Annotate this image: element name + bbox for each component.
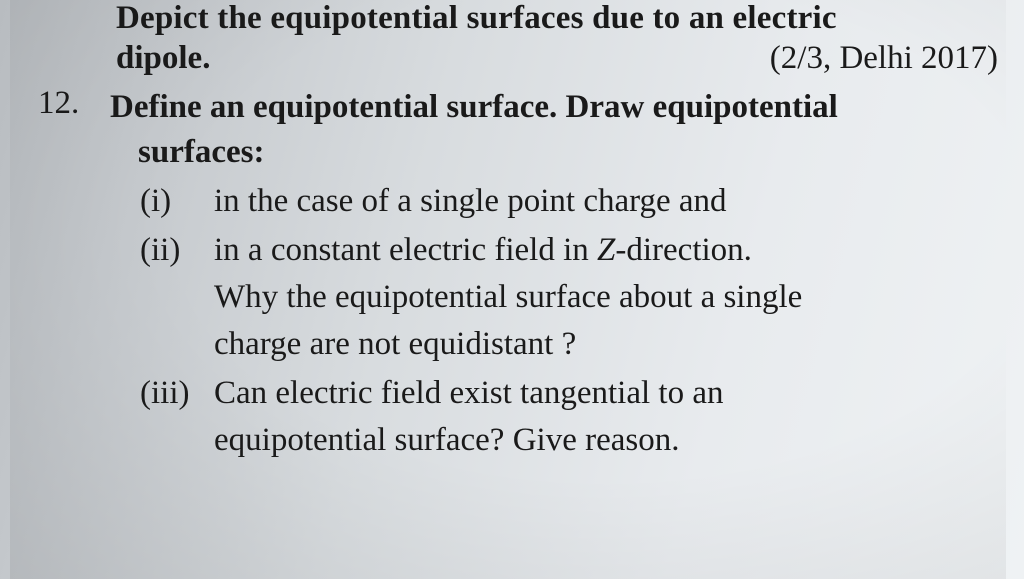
sub-item-ii: (ii) in a constant electric field in Z-d… xyxy=(138,227,1006,368)
sub-iii-line2: equipotential surface? Give reason. xyxy=(214,417,1006,464)
q12-header: 12.Define an equipotential surface. Draw… xyxy=(38,85,1006,130)
q12-main-line2: surfaces: xyxy=(38,130,1006,175)
sub-text-iii: Can electric field exist tangential to a… xyxy=(214,370,1006,464)
prev-question-line2: dipole. xyxy=(116,38,210,79)
question-number: 12. xyxy=(38,85,110,122)
sub-label-i: (i) xyxy=(138,178,214,225)
q12-sub-items: (i) in the case of a single point charge… xyxy=(38,178,1006,463)
sub-text-i: in the case of a single point charge and xyxy=(214,178,1006,225)
prev-question-marks: (2/3, Delhi 2017) xyxy=(770,38,1006,79)
prev-question-line1: Depict the equipotential surfaces due to… xyxy=(116,0,1006,38)
sub-ii-line1: in a constant electric field in Z-direct… xyxy=(214,227,1006,274)
sub-ii-line2: Why the equipotential surface about a si… xyxy=(214,274,1006,321)
sub-ii-line3: charge are not equidistant ? xyxy=(214,321,1006,368)
sub-item-i: (i) in the case of a single point charge… xyxy=(138,178,1006,225)
sub-ii-line1-before: in a constant electric field in xyxy=(214,232,597,268)
sub-label-iii: (iii) xyxy=(138,370,214,464)
sub-ii-line1-after: -direction. xyxy=(615,232,752,268)
sub-ii-z: Z xyxy=(597,232,615,268)
sub-text-ii: in a constant electric field in Z-direct… xyxy=(214,227,1006,368)
sub-label-ii: (ii) xyxy=(138,227,214,368)
prev-question-line2-wrap: dipole. (2/3, Delhi 2017) xyxy=(116,38,1006,79)
textbook-page: Depict the equipotential surfaces due to… xyxy=(10,0,1006,579)
sub-iii-line1: Can electric field exist tangential to a… xyxy=(214,370,1006,417)
q12-main-line1: Define an equipotential surface. Draw eq… xyxy=(110,89,838,125)
question-previous: Depict the equipotential surfaces due to… xyxy=(10,0,1006,79)
sub-item-iii: (iii) Can electric field exist tangentia… xyxy=(138,370,1006,464)
question-12: 12.Define an equipotential surface. Draw… xyxy=(10,85,1006,463)
